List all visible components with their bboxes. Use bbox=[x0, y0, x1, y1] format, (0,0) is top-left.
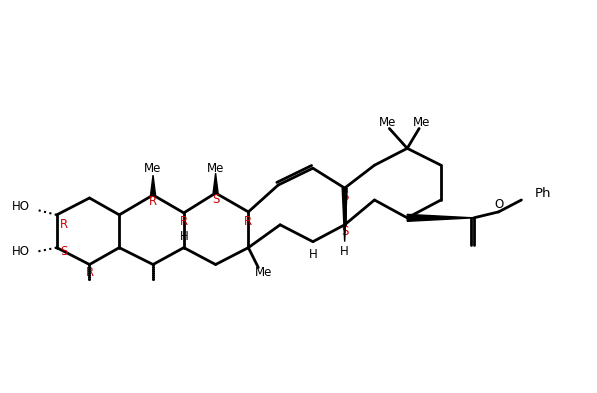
Text: R: R bbox=[149, 195, 157, 208]
Polygon shape bbox=[407, 214, 474, 221]
Text: S: S bbox=[212, 193, 219, 206]
Text: HO: HO bbox=[12, 200, 30, 213]
Text: Me: Me bbox=[413, 116, 430, 129]
Text: HO: HO bbox=[12, 245, 30, 258]
Text: Me: Me bbox=[254, 266, 272, 279]
Text: H: H bbox=[180, 230, 188, 243]
Polygon shape bbox=[150, 175, 155, 195]
Text: S: S bbox=[341, 189, 349, 202]
Text: H: H bbox=[309, 248, 317, 261]
Text: S: S bbox=[341, 225, 349, 238]
Polygon shape bbox=[342, 188, 347, 242]
Text: Me: Me bbox=[144, 162, 162, 175]
Text: R: R bbox=[85, 266, 94, 279]
Text: R: R bbox=[180, 215, 188, 228]
Text: R: R bbox=[60, 218, 67, 231]
Text: Me: Me bbox=[207, 162, 224, 175]
Text: Ph: Ph bbox=[535, 187, 552, 200]
Polygon shape bbox=[213, 173, 218, 193]
Text: R: R bbox=[244, 215, 253, 228]
Text: S: S bbox=[60, 245, 67, 258]
Text: O: O bbox=[494, 198, 503, 211]
Text: Me: Me bbox=[378, 116, 396, 129]
Text: H: H bbox=[340, 245, 349, 258]
